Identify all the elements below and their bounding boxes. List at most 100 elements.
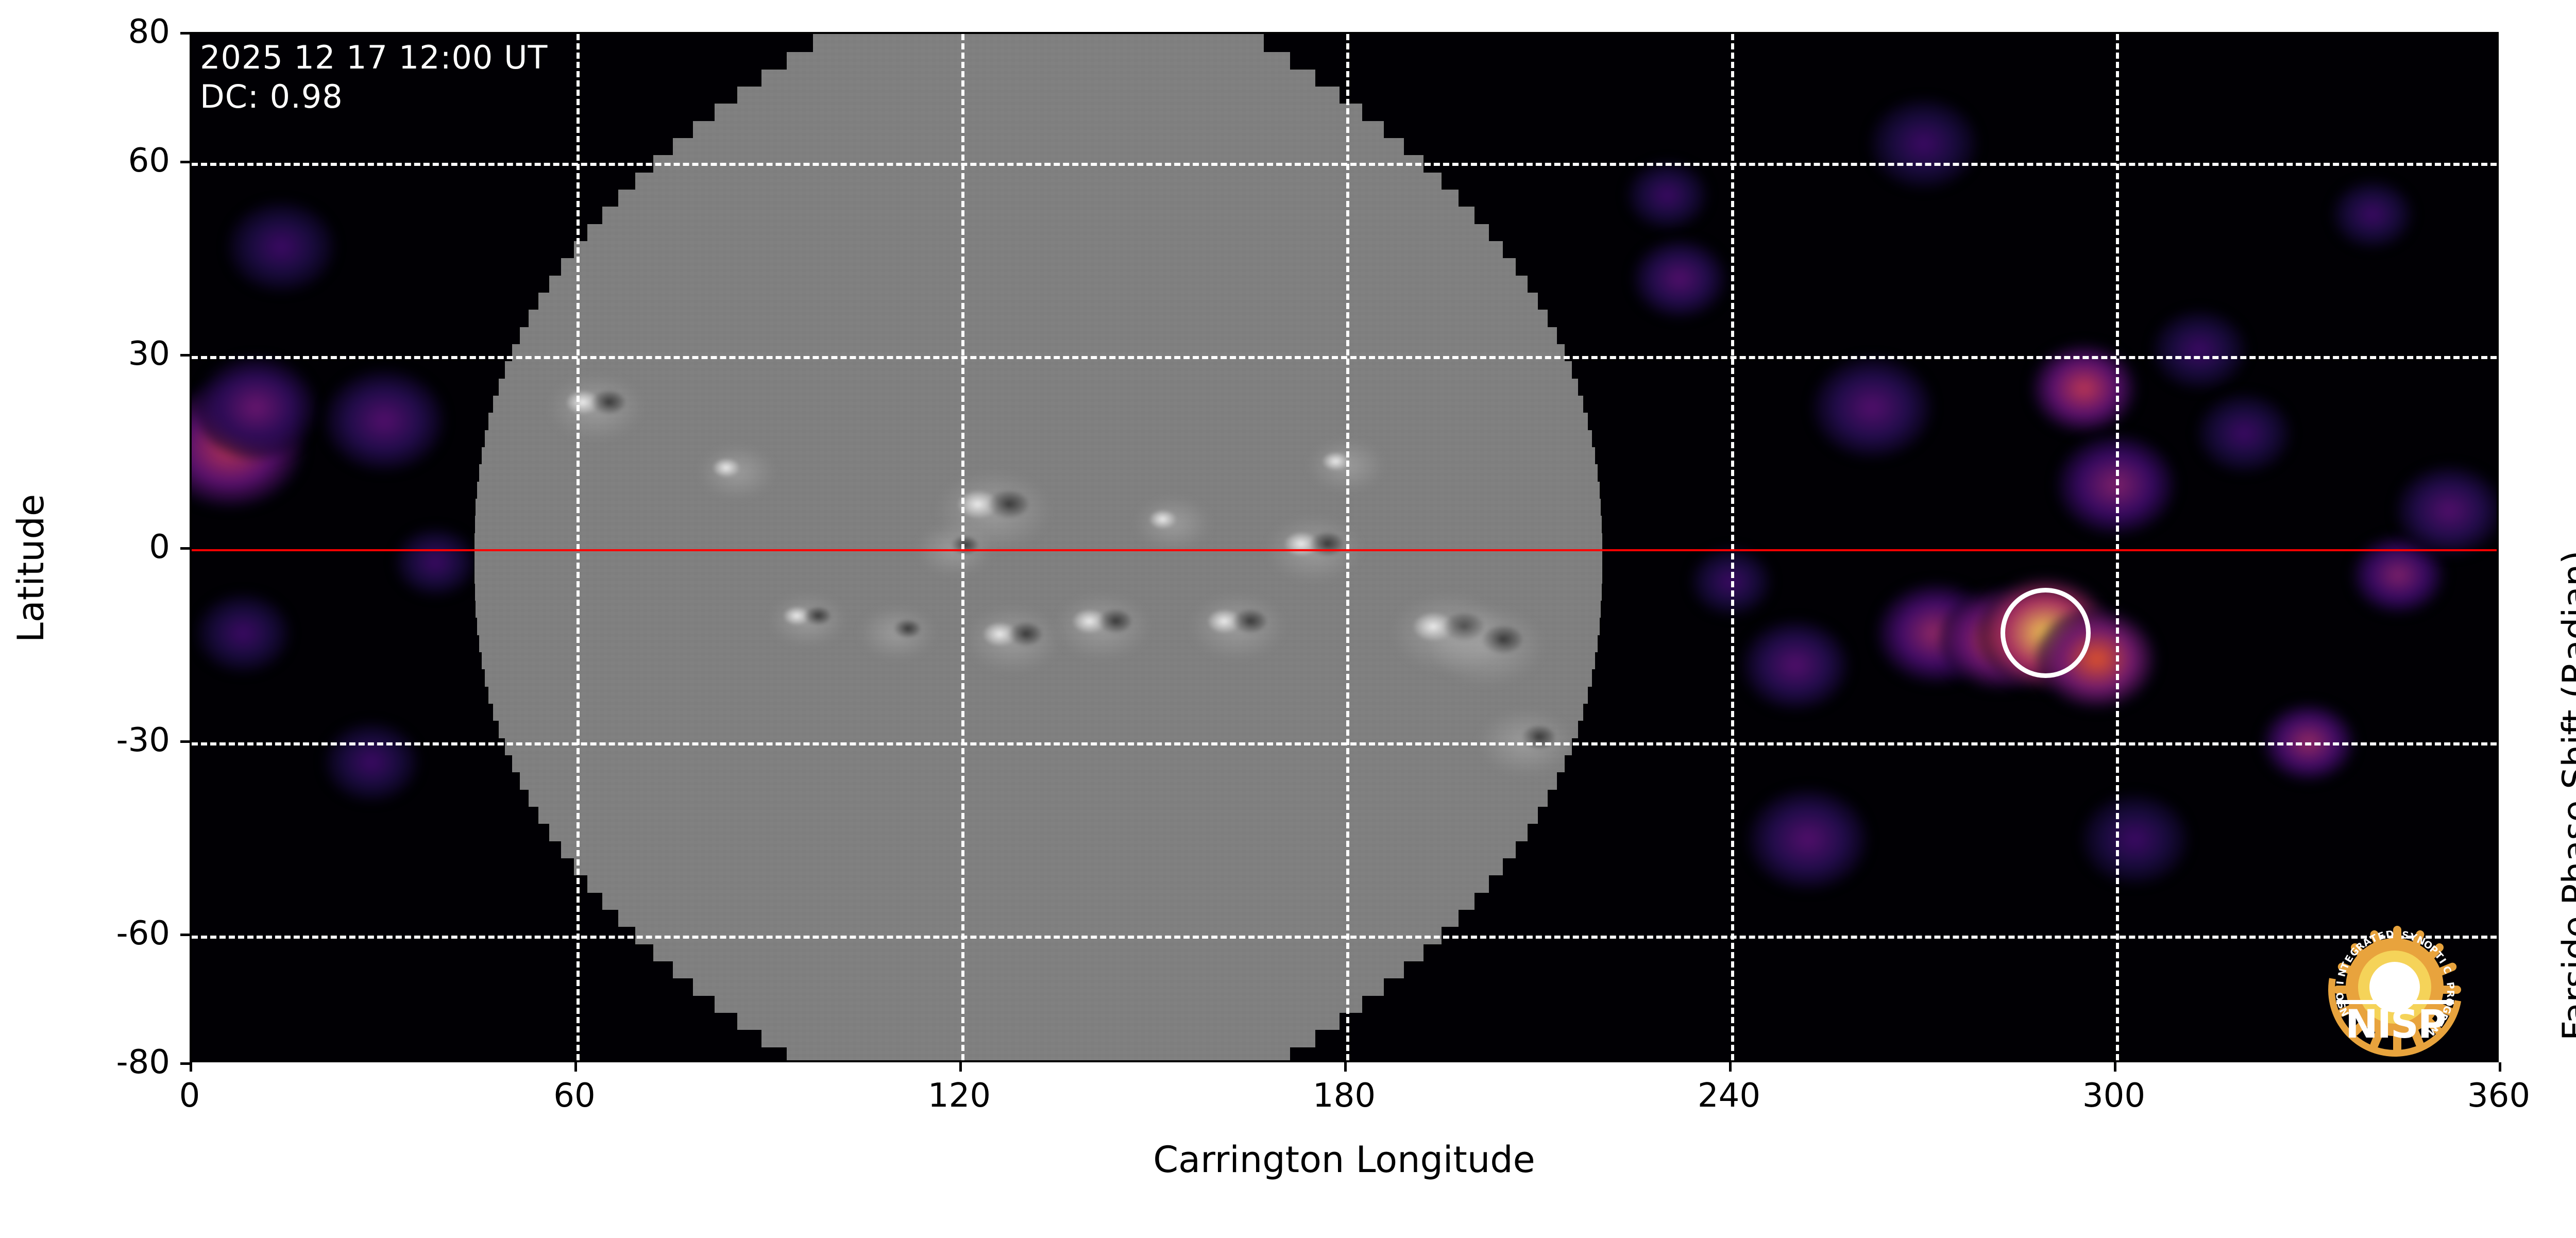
timestamp-overlay: 2025 12 17 12:00 UT DC: 0.98 bbox=[200, 38, 548, 116]
limb-mask bbox=[1592, 669, 1603, 688]
x-tick-60 bbox=[574, 1062, 577, 1072]
colorbar-farside-title: Farside Phase Shift (Radian) bbox=[2555, 550, 2576, 1041]
limb-mask bbox=[473, 892, 603, 911]
limb-mask bbox=[1602, 532, 1603, 550]
limb-mask bbox=[1474, 892, 1603, 911]
y-tick-label: -30 bbox=[116, 721, 170, 759]
limb-mask bbox=[1601, 498, 1603, 516]
farside-feature bbox=[2056, 434, 2176, 536]
farside-feature bbox=[324, 722, 418, 802]
limb-mask bbox=[473, 635, 479, 653]
farside-feature bbox=[1870, 98, 1977, 189]
limb-mask bbox=[473, 171, 636, 190]
x-axis-label: Carrington Longitude bbox=[1153, 1139, 1535, 1181]
limb-mask bbox=[473, 824, 550, 842]
x-tick-120 bbox=[959, 1062, 962, 1072]
limb-mask bbox=[473, 103, 715, 121]
limb-mask bbox=[473, 515, 475, 533]
limb-mask bbox=[473, 360, 505, 379]
limb-mask bbox=[1578, 377, 1603, 396]
limb-mask bbox=[473, 51, 787, 70]
limb-mask bbox=[1538, 292, 1603, 310]
x-tick-label: 240 bbox=[1697, 1077, 1761, 1115]
limb-mask bbox=[473, 704, 494, 722]
y-tick-label: -60 bbox=[116, 914, 170, 953]
limb-mask bbox=[473, 995, 715, 1014]
logo-arc-char bbox=[2334, 989, 2346, 993]
limb-mask bbox=[1578, 721, 1603, 739]
equator-line bbox=[192, 549, 2497, 551]
limb-mask bbox=[473, 463, 479, 482]
y-tick-label: 30 bbox=[128, 335, 170, 373]
limb-mask bbox=[1571, 738, 1603, 756]
farside-feature bbox=[1876, 582, 1997, 684]
limb-mask bbox=[1548, 309, 1603, 327]
logo-arc-char bbox=[2394, 929, 2398, 940]
farside-feature bbox=[395, 528, 476, 596]
y-tick-30 bbox=[180, 354, 190, 357]
farside-feature bbox=[1748, 788, 1869, 890]
farside-feature bbox=[2030, 343, 2138, 434]
limb-mask bbox=[473, 446, 482, 465]
limb-mask bbox=[1588, 412, 1603, 430]
limb-mask bbox=[473, 480, 478, 499]
y-tick--60 bbox=[180, 934, 190, 936]
limb-mask bbox=[1565, 755, 1603, 774]
limb-mask bbox=[473, 841, 561, 859]
limb-mask bbox=[1503, 858, 1603, 877]
limb-mask bbox=[1515, 257, 1603, 276]
limb-mask bbox=[1527, 274, 1603, 293]
active-region-marker[interactable] bbox=[2000, 588, 2091, 678]
limb-mask bbox=[1599, 618, 1603, 636]
x-tick-label: 180 bbox=[1312, 1077, 1376, 1115]
x-tick-label: 0 bbox=[179, 1077, 200, 1115]
limb-mask bbox=[1602, 583, 1603, 602]
limb-mask bbox=[1423, 154, 1603, 173]
limb-mask bbox=[473, 858, 574, 877]
limb-mask bbox=[1601, 601, 1603, 619]
limb-mask bbox=[1571, 360, 1603, 379]
y-tick-label: 0 bbox=[149, 528, 170, 566]
limb-mask bbox=[1362, 995, 1603, 1014]
y-tick-60 bbox=[180, 161, 190, 163]
limb-mask bbox=[1404, 961, 1603, 980]
farside-feature bbox=[196, 593, 290, 673]
limb-mask bbox=[1458, 910, 1603, 928]
limb-mask bbox=[473, 137, 673, 156]
limb-mask bbox=[1458, 189, 1603, 207]
farside-feature bbox=[2197, 394, 2291, 473]
limb-mask bbox=[473, 257, 561, 276]
limb-mask bbox=[473, 395, 494, 413]
limb-mask bbox=[473, 652, 482, 671]
farside-feature bbox=[1811, 357, 1933, 459]
farside-feature bbox=[2396, 465, 2497, 556]
x-tick-0 bbox=[190, 1062, 192, 1072]
limb-mask bbox=[473, 120, 693, 138]
limb-mask bbox=[1602, 566, 1603, 585]
farside-feature bbox=[1633, 239, 1727, 318]
limb-mask bbox=[473, 326, 520, 344]
y-tick-0 bbox=[180, 547, 190, 550]
limb-mask bbox=[473, 789, 529, 808]
limb-mask bbox=[1474, 206, 1603, 224]
limb-mask bbox=[1404, 137, 1603, 156]
limb-mask bbox=[473, 274, 550, 293]
limb-mask bbox=[1548, 789, 1603, 808]
limb-mask bbox=[473, 1030, 761, 1048]
y-tick-label: 80 bbox=[128, 13, 170, 51]
x-tick-label: 60 bbox=[553, 1077, 596, 1115]
limb-mask bbox=[1263, 34, 1603, 53]
limb-mask bbox=[473, 34, 814, 53]
x-tick-360 bbox=[2499, 1062, 2501, 1072]
limb-mask bbox=[473, 206, 603, 224]
limb-mask bbox=[1565, 343, 1603, 362]
limb-mask bbox=[473, 721, 499, 739]
limb-mask bbox=[473, 669, 485, 688]
logo-arc-char: I bbox=[2334, 980, 2347, 986]
limb-mask bbox=[1556, 326, 1603, 344]
farside-feature bbox=[2261, 703, 2355, 782]
logo-arc-char: P bbox=[2444, 981, 2457, 990]
